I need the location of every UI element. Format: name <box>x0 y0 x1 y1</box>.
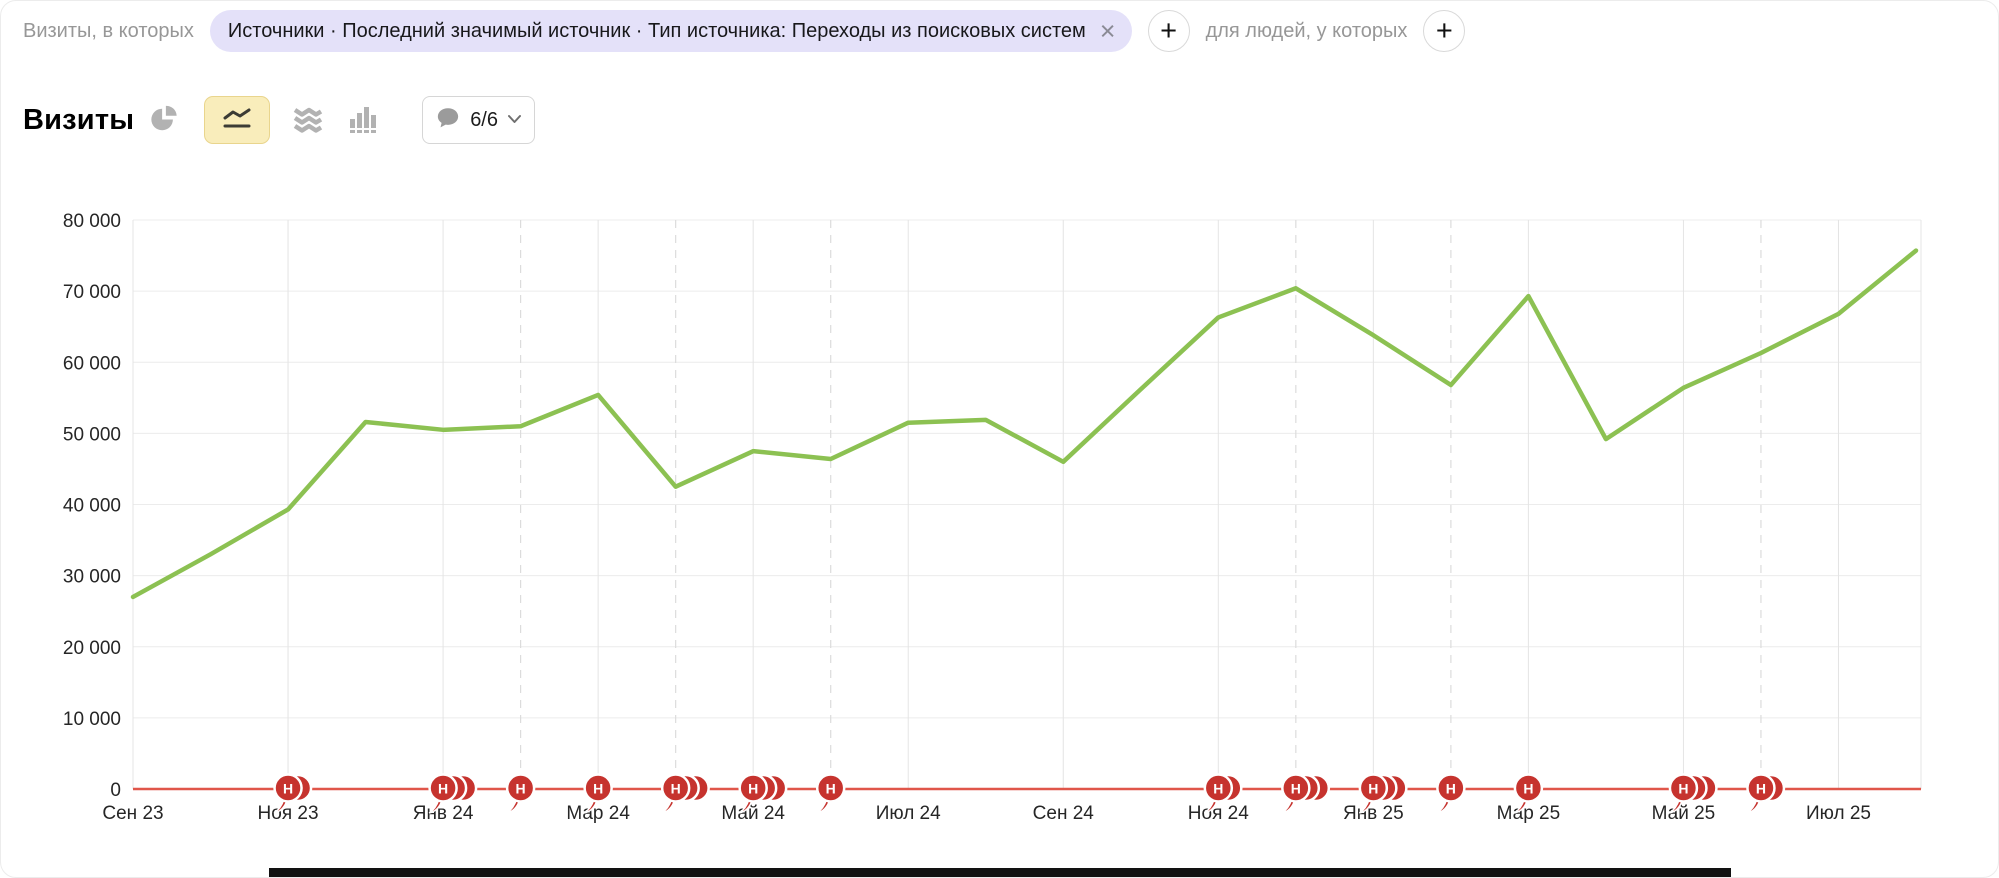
segment-filter-chip[interactable]: Источники · Последний значимый источник … <box>209 10 1132 52</box>
annotation-marker[interactable]: Н <box>505 773 536 814</box>
x-axis-tick-label: Май 24 <box>721 803 785 824</box>
annotation-marker[interactable]: Н <box>1513 773 1544 814</box>
people-filter-label: для людей, у которых <box>1205 19 1408 42</box>
svg-text:Н: Н <box>748 781 758 797</box>
chart-type-stacked-area-button[interactable] <box>286 97 330 143</box>
annotation-marker[interactable]: Н <box>738 773 788 814</box>
bar-chart-icon <box>349 103 379 138</box>
add-people-condition-button[interactable]: + <box>1423 10 1466 52</box>
annotation-marker[interactable]: Н <box>660 773 710 814</box>
y-axis-tick-label: 10 000 <box>63 709 121 730</box>
add-segment-condition-button[interactable]: + <box>1147 10 1190 52</box>
x-axis-tick-label: Июл 25 <box>1806 803 1871 824</box>
x-axis-tick-label: Янв 25 <box>1343 803 1404 824</box>
bottom-dark-bar <box>269 868 1731 877</box>
svg-text:Н: Н <box>1291 781 1301 797</box>
svg-text:Н: Н <box>671 781 681 797</box>
close-icon[interactable]: × <box>1099 15 1116 46</box>
x-axis-tick-label: Сен 24 <box>1033 803 1095 824</box>
annotation-marker[interactable]: Н <box>583 773 613 814</box>
svg-text:Н: Н <box>1678 781 1688 797</box>
annotation-marker[interactable]: Н <box>1358 773 1408 814</box>
y-axis-tick-label: 60 000 <box>63 353 121 374</box>
stacked-area-icon <box>292 103 324 138</box>
plus-icon: + <box>1435 14 1453 47</box>
x-axis-tick-label: Мар 24 <box>566 803 630 824</box>
svg-text:Н: Н <box>1523 781 1533 797</box>
x-axis-tick-label: Ноя 23 <box>258 803 319 824</box>
svg-text:Н: Н <box>1368 781 1378 797</box>
x-axis-tick-label: Мар 25 <box>1497 803 1561 824</box>
x-axis-tick-label: Июл 24 <box>876 803 941 824</box>
y-axis-tick-label: 0 <box>110 780 121 801</box>
svg-text:Н: Н <box>1213 781 1223 797</box>
annotation-marker[interactable]: Н <box>1436 773 1466 814</box>
svg-text:Н: Н <box>826 781 836 797</box>
annotation-marker[interactable]: Н <box>1668 773 1718 814</box>
svg-text:Н: Н <box>593 781 603 797</box>
chart-type-line-button[interactable] <box>204 96 271 144</box>
svg-text:Н: Н <box>516 781 526 797</box>
filter-bar: Визиты, в которых Источники · Последний … <box>23 9 1466 53</box>
pie-chart-icon <box>149 104 179 137</box>
annotation-marker[interactable]: Н <box>815 773 846 814</box>
svg-text:Н: Н <box>438 781 448 797</box>
x-axis-tick-label: Янв 24 <box>413 803 474 824</box>
notes-dropdown[interactable]: 6/6 <box>422 96 535 144</box>
annotation-marker[interactable]: Н <box>273 773 313 814</box>
chevron-down-icon <box>507 111 522 129</box>
y-axis-tick-label: 40 000 <box>63 496 121 517</box>
visits-filter-label: Визиты, в которых <box>23 19 194 42</box>
y-axis-tick-label: 70 000 <box>63 282 121 303</box>
line-chart-icon <box>220 104 254 137</box>
chart-type-bars-button[interactable] <box>342 97 386 143</box>
y-axis-tick-label: 20 000 <box>63 638 121 659</box>
chart-type-pie-button[interactable] <box>142 97 186 143</box>
svg-text:Н: Н <box>1756 781 1766 797</box>
svg-text:Н: Н <box>1446 781 1456 797</box>
comment-bubble-icon <box>435 105 461 136</box>
notes-count-label: 6/6 <box>470 108 498 131</box>
plus-icon: + <box>1160 14 1178 47</box>
x-axis-tick-label: Ноя 24 <box>1188 803 1249 824</box>
chart-header: Визиты <box>23 89 535 151</box>
page-title: Визиты <box>23 103 135 136</box>
y-axis-tick-label: 50 000 <box>63 424 121 445</box>
annotation-marker[interactable]: Н <box>1281 773 1331 814</box>
x-axis-tick-label: Сен 23 <box>102 803 163 824</box>
x-axis-tick-label: Май 25 <box>1652 803 1716 824</box>
y-axis-tick-label: 30 000 <box>63 567 121 588</box>
svg-text:Н: Н <box>283 781 293 797</box>
annotation-marker[interactable]: Н <box>1746 773 1786 814</box>
segment-filter-chip-text: Источники · Последний значимый источник … <box>227 19 1086 42</box>
annotation-marker[interactable]: Н <box>1203 773 1243 814</box>
annotation-marker[interactable]: Н <box>428 773 478 814</box>
y-axis-tick-label: 80 000 <box>63 211 121 232</box>
visits-line <box>130 248 1919 600</box>
